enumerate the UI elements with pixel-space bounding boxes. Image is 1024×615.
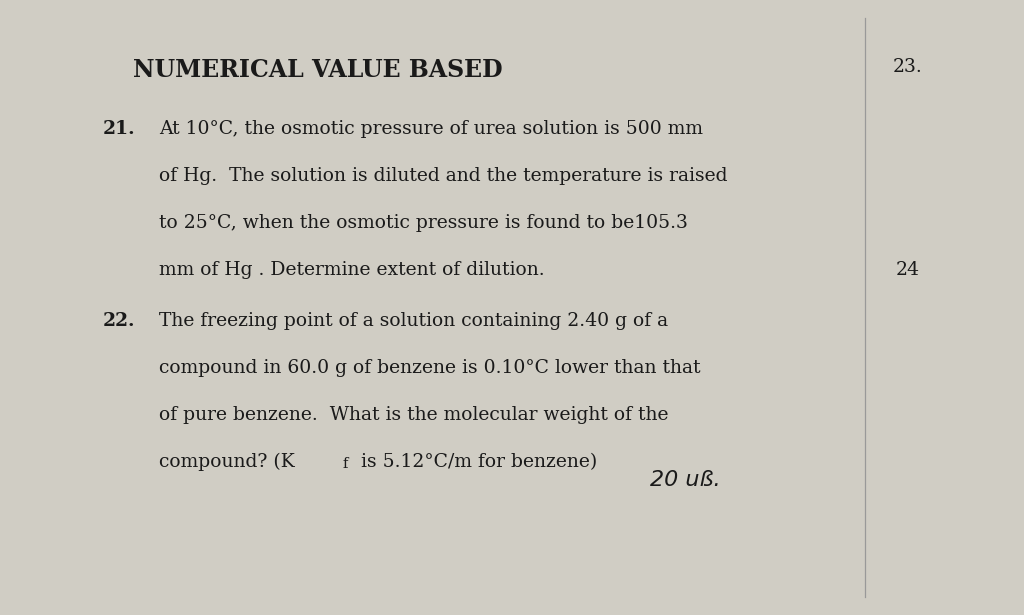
Text: of Hg.  The solution is diluted and the temperature is raised: of Hg. The solution is diluted and the t… [159,167,727,185]
Text: 20 uß.: 20 uß. [650,470,721,491]
Text: At 10°C, the osmotic pressure of urea solution is 500 mm: At 10°C, the osmotic pressure of urea so… [159,120,702,138]
Text: The freezing point of a solution containing 2.40 g of a: The freezing point of a solution contain… [159,312,668,330]
Text: compound in 60.0 g of benzene is 0.10°C lower than that: compound in 60.0 g of benzene is 0.10°C … [159,359,700,377]
Text: is 5.12°C/m for benzene): is 5.12°C/m for benzene) [355,453,598,470]
Text: 24: 24 [896,261,920,279]
Text: compound? (K: compound? (K [159,453,295,471]
Text: 21.: 21. [102,120,135,138]
Text: 22.: 22. [102,312,135,330]
Text: of pure benzene.  What is the molecular weight of the: of pure benzene. What is the molecular w… [159,406,669,424]
Text: 23.: 23. [893,58,923,76]
Text: mm of Hg . Determine extent of dilution.: mm of Hg . Determine extent of dilution. [159,261,545,279]
Text: f: f [342,457,347,471]
Text: NUMERICAL VALUE BASED: NUMERICAL VALUE BASED [133,58,503,82]
Text: to 25°C, when the osmotic pressure is found to be105.3: to 25°C, when the osmotic pressure is fo… [159,214,687,232]
